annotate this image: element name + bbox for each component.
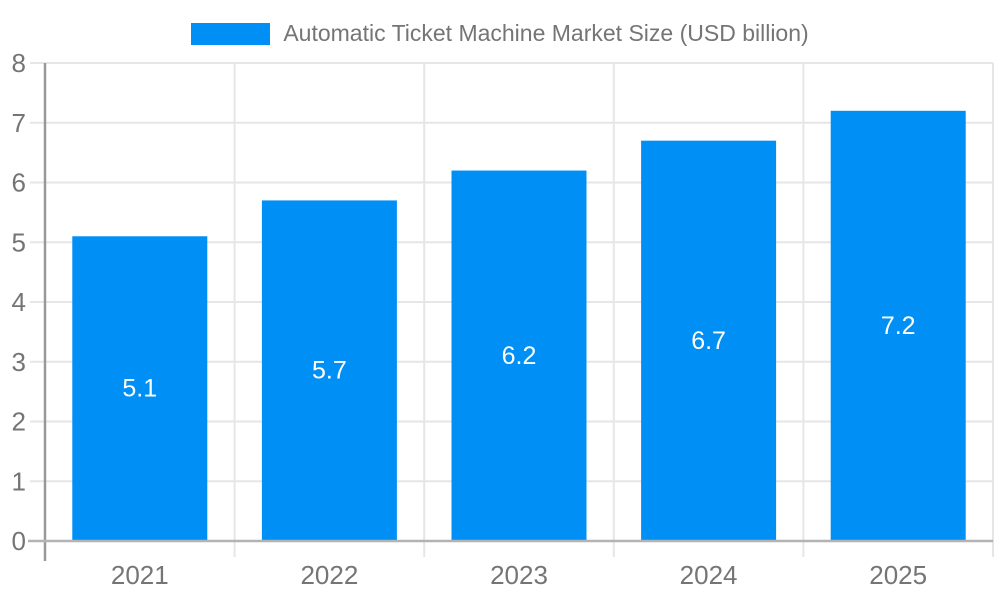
bar-2025[interactable] <box>830 110 966 542</box>
bar-value-label: 5.7 <box>312 357 347 385</box>
y-tick-label: 3 <box>12 347 26 377</box>
y-tick-label: 4 <box>12 287 26 317</box>
x-tick-label: 2022 <box>300 560 358 590</box>
bar-2021[interactable] <box>72 236 208 541</box>
legend-swatch <box>191 22 271 45</box>
y-tick-label: 0 <box>12 526 26 556</box>
bar-2022[interactable] <box>261 200 397 542</box>
y-tick-label: 7 <box>12 108 26 138</box>
legend-item[interactable]: Automatic Ticket Machine Market Size (US… <box>0 20 1000 47</box>
bar-value-label: 7.2 <box>881 312 916 340</box>
bar-value-label: 6.2 <box>502 342 537 370</box>
bar-value-label: 6.7 <box>691 327 726 355</box>
x-tick-label: 2025 <box>869 560 927 590</box>
bar-2023[interactable] <box>451 170 587 542</box>
y-tick-label: 5 <box>12 227 26 257</box>
y-tick-label: 2 <box>12 407 26 437</box>
x-tick-label: 2023 <box>490 560 548 590</box>
bar-value-label: 5.1 <box>122 375 157 403</box>
x-tick-label: 2024 <box>680 560 738 590</box>
y-tick-label: 1 <box>12 466 26 496</box>
bar-2024[interactable] <box>641 140 777 542</box>
y-tick-label: 6 <box>12 168 26 198</box>
chart-title: Automatic Ticket Machine Market Size (US… <box>283 20 809 46</box>
x-tick-label: 2021 <box>111 560 169 590</box>
y-tick-label: 8 <box>12 48 26 78</box>
